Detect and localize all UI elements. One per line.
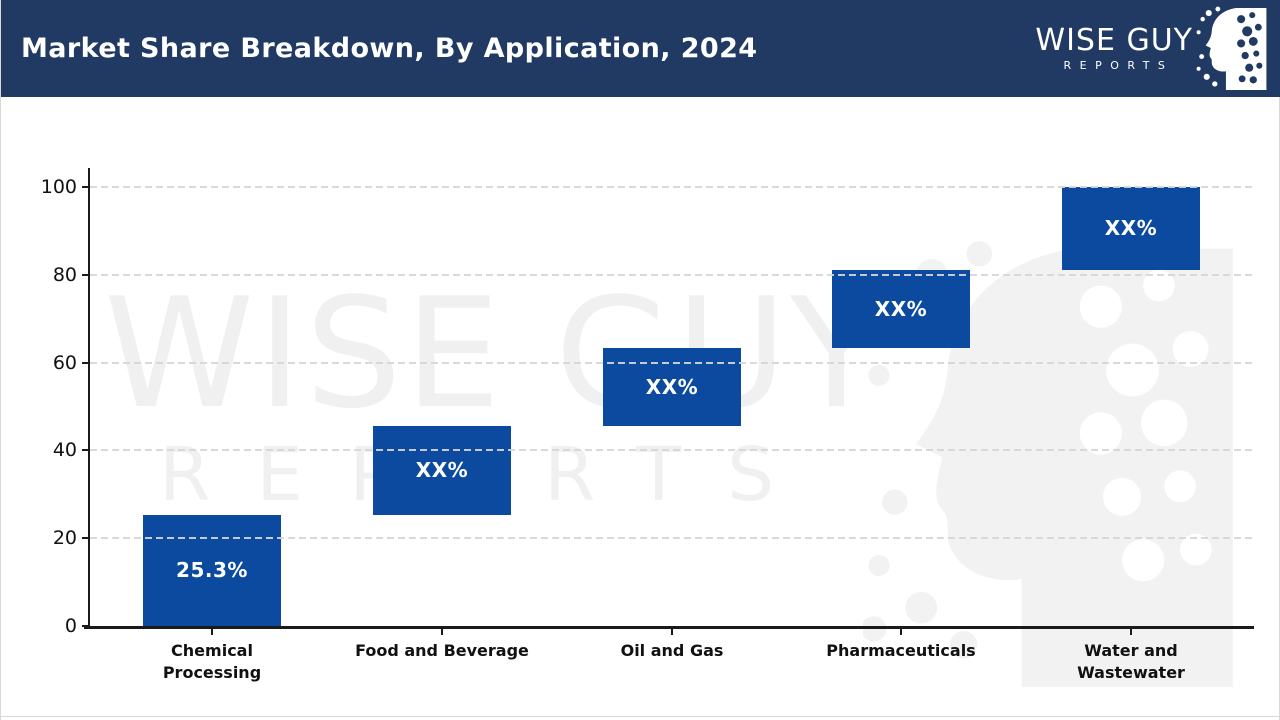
y-tick-label: 40 — [52, 439, 77, 462]
x-axis-tick — [1130, 628, 1132, 635]
y-tick-label: 80 — [52, 263, 77, 286]
x-category-label-chemical-processing: Chemical Processing — [162, 641, 262, 682]
bar-chemical-processing: 25.3% — [143, 514, 281, 626]
logo-face-icon — [1196, 6, 1267, 90]
x-axis-tick — [900, 628, 902, 635]
bar-value-label: XX% — [1104, 216, 1158, 241]
logo-text: WISE GUY REPORTS — [1035, 25, 1193, 72]
bar-oil-and-gas: XX% — [603, 347, 741, 426]
gridline-20 — [90, 537, 1254, 540]
y-tick-label: 60 — [52, 351, 77, 374]
bar-value-label: XX% — [415, 458, 469, 483]
bar-value-label: XX% — [645, 374, 699, 399]
y-axis-tick — [82, 537, 89, 540]
bar-value-label: 25.3% — [176, 558, 248, 583]
y-axis-tick — [82, 361, 89, 364]
watermark-wordmark: WISE GUY — [104, 265, 886, 442]
y-axis — [88, 168, 90, 628]
page-title: Market Share Breakdown, By Application, … — [21, 33, 758, 64]
x-category-label-pharmaceuticals: Pharmaceuticals — [826, 641, 976, 660]
y-axis-tick — [82, 273, 89, 276]
frame-border — [1, 716, 1280, 717]
y-tick-label: 100 — [40, 176, 77, 198]
wise-guy-logo: WISE GUY REPORTS — [1035, 6, 1267, 92]
y-axis-tick — [82, 449, 89, 452]
logo-subtext: REPORTS — [1063, 58, 1174, 72]
waterfall-chart: 25.3% XX% XX% XX% XX% 0 20 40 60 80 100 Chemical Pr… — [1, 97, 1280, 714]
x-axis-tick — [441, 628, 443, 635]
y-tick-label: 20 — [52, 527, 77, 550]
y-axis-tick — [82, 186, 89, 188]
x-axis-tick — [671, 628, 673, 635]
gridline-40 — [90, 449, 1254, 452]
x-category-label-oil-and-gas: Oil and Gas — [620, 641, 724, 660]
bar-pharmaceuticals: XX% — [832, 269, 970, 348]
bar-water-and-wastewater: XX% — [1062, 187, 1200, 270]
header-band: Market Share Breakdown, By Application, … — [1, 0, 1280, 97]
x-category-label-water-and-wastewater: Water and Wastewater — [1077, 641, 1185, 682]
x-axis — [84, 626, 1254, 629]
gridline-60 — [90, 361, 1254, 364]
x-category-label-food-and-beverage: Food and Beverage — [355, 641, 529, 660]
bar-value-label: XX% — [874, 296, 928, 321]
logo-wordmark: WISE GUY — [1035, 23, 1193, 59]
x-axis-tick — [211, 628, 213, 635]
gridline-100 — [90, 186, 1254, 188]
y-tick-label: 0 — [64, 615, 77, 637]
bar-food-and-beverage: XX% — [373, 425, 511, 515]
gridline-80 — [90, 273, 1254, 276]
